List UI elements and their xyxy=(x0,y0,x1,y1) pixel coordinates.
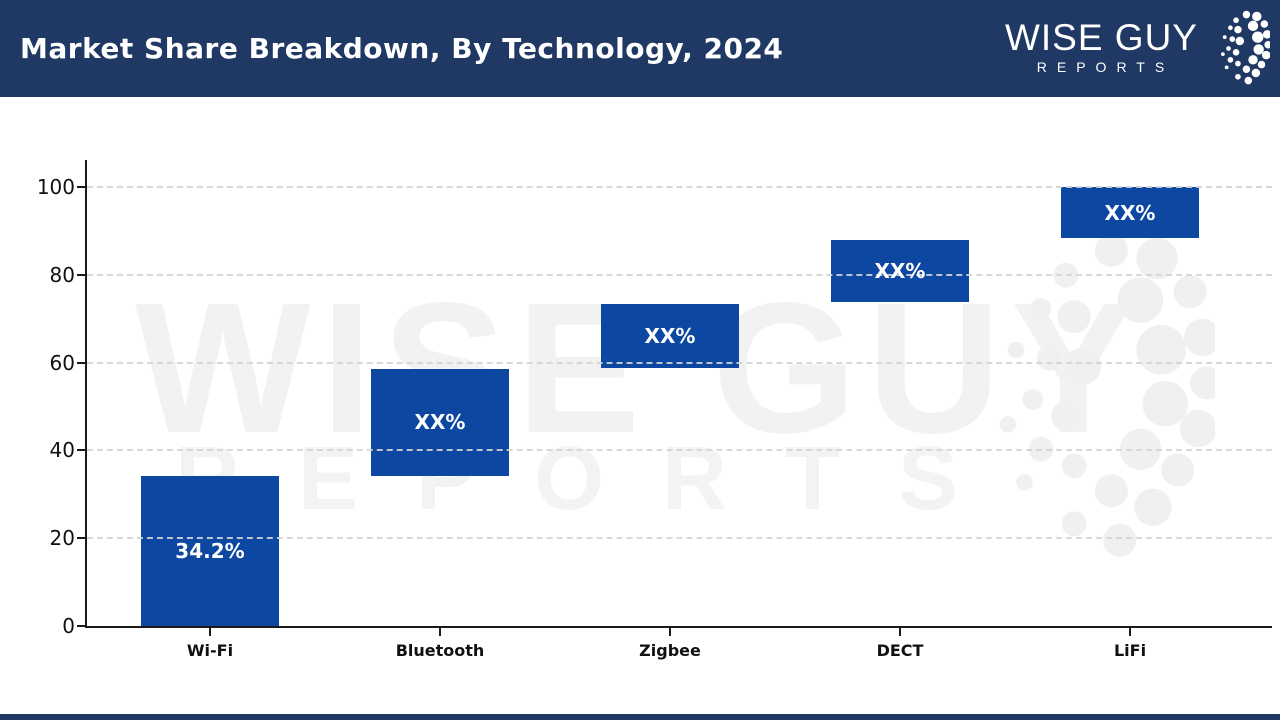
y-tick-label: 40 xyxy=(49,438,75,463)
gridline xyxy=(87,537,1272,540)
y-tick xyxy=(77,361,85,364)
y-tick xyxy=(77,186,85,188)
y-tick xyxy=(77,449,85,452)
bar-value-label: XX% xyxy=(874,258,926,283)
watermark-head-icon xyxy=(999,233,1215,557)
bar-value-label: XX% xyxy=(414,410,466,435)
gridline xyxy=(87,273,1272,276)
wiseguy-head-icon xyxy=(1220,10,1270,85)
category-label: DECT xyxy=(876,641,924,660)
y-tick-label: 100 xyxy=(36,175,75,199)
y-tick-label: 0 xyxy=(62,614,75,638)
x-tick xyxy=(669,628,671,636)
x-tick xyxy=(209,628,211,636)
bar-value-label: XX% xyxy=(1104,200,1156,225)
gridline xyxy=(87,449,1272,452)
category-label: Bluetooth xyxy=(395,641,485,660)
bar-lifi xyxy=(1061,187,1199,239)
y-tick xyxy=(77,273,85,276)
logo-wise-guy-label: WISE GUY xyxy=(1004,17,1198,58)
category-label: Zigbee xyxy=(639,641,701,660)
wiseguy-logo-text: WISE GUY REPORTS xyxy=(1004,17,1198,76)
x-axis-line xyxy=(85,626,1272,628)
y-tick xyxy=(77,625,85,627)
y-tick-label: 60 xyxy=(49,350,75,375)
bar-bluetooth xyxy=(371,368,509,476)
x-tick xyxy=(439,628,441,636)
bar-dect xyxy=(831,239,969,302)
y-tick xyxy=(77,537,85,540)
logo-reports-label: REPORTS xyxy=(1036,59,1175,75)
gridline xyxy=(87,186,1272,188)
header: Market Share Breakdown, By Technology, 2… xyxy=(0,0,1280,97)
page-title: Market Share Breakdown, By Technology, 2… xyxy=(20,32,784,65)
x-tick xyxy=(899,628,901,636)
watermark-reports-text: REPORTS xyxy=(175,429,1017,529)
bar-zigbee xyxy=(601,303,739,369)
category-label: LiFi xyxy=(1113,641,1147,660)
category-label: Wi-Fi xyxy=(186,641,234,660)
x-tick xyxy=(1129,628,1131,636)
wiseguy-logo: WISE GUY REPORTS xyxy=(1005,4,1270,94)
bar-wi-fi xyxy=(141,475,279,626)
bar-value-label: XX% xyxy=(644,324,696,349)
gridline xyxy=(87,361,1272,364)
y-tick-label: 80 xyxy=(49,262,75,287)
bar-value-label: 34.2% xyxy=(175,538,245,563)
y-axis-line xyxy=(85,160,87,628)
footer-bar xyxy=(0,714,1280,720)
y-tick-label: 20 xyxy=(49,526,75,551)
